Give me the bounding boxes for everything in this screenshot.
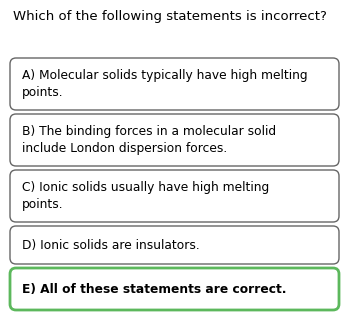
FancyBboxPatch shape — [10, 114, 339, 166]
FancyBboxPatch shape — [10, 58, 339, 110]
FancyBboxPatch shape — [10, 226, 339, 264]
Text: B) The binding forces in a molecular solid
include London dispersion forces.: B) The binding forces in a molecular sol… — [22, 125, 276, 155]
Text: Which of the following statements is incorrect?: Which of the following statements is inc… — [13, 10, 327, 23]
FancyBboxPatch shape — [10, 170, 339, 222]
FancyBboxPatch shape — [10, 268, 339, 310]
Text: C) Ionic solids usually have high melting
points.: C) Ionic solids usually have high meltin… — [22, 181, 269, 211]
Text: A) Molecular solids typically have high melting
points.: A) Molecular solids typically have high … — [22, 69, 307, 99]
Text: D) Ionic solids are insulators.: D) Ionic solids are insulators. — [22, 239, 200, 252]
Text: E) All of these statements are correct.: E) All of these statements are correct. — [22, 283, 287, 295]
